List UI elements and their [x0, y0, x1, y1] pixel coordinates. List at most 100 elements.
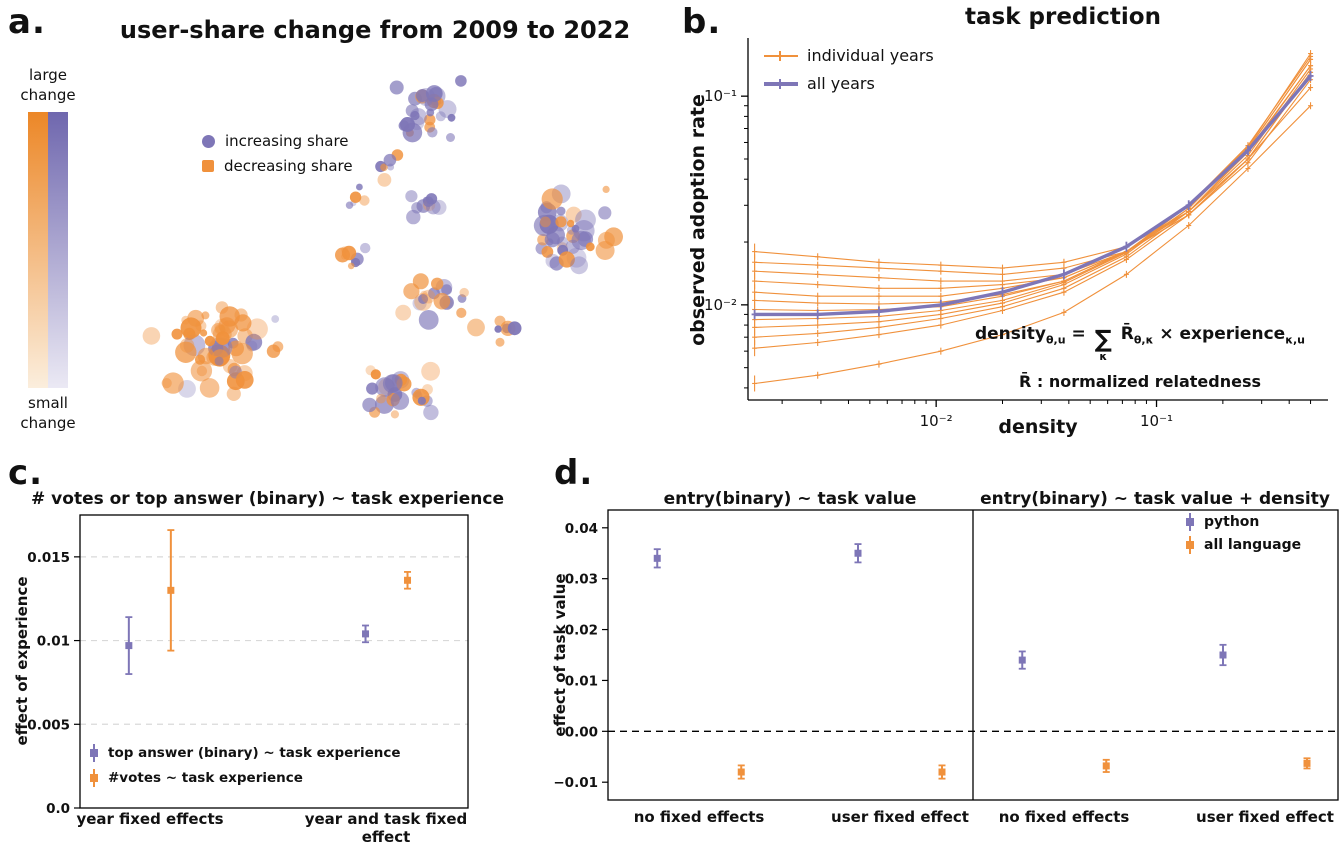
bubble [422, 384, 433, 395]
bubble [142, 327, 161, 345]
x-tick-label: 10⁻² [920, 412, 953, 430]
bubble [385, 374, 403, 392]
bubble [447, 113, 456, 122]
legend-label: python [1204, 514, 1260, 530]
y-tick-label: −0.01 [553, 775, 598, 791]
bubble [565, 206, 582, 223]
bubble [200, 329, 208, 337]
data-point [125, 642, 133, 650]
legend-label: individual years [807, 46, 934, 65]
bubble [418, 310, 439, 330]
bubble [380, 163, 388, 172]
bubble [359, 195, 370, 206]
bubble [467, 318, 485, 337]
bubble [431, 277, 444, 290]
bubble [370, 369, 381, 380]
bubble [424, 114, 436, 126]
bubble [335, 247, 350, 263]
bubble [415, 89, 429, 102]
minor-ticks [744, 105, 1312, 404]
panel-d-left-title: entry(binary) ~ task value [663, 489, 917, 509]
bubble [405, 190, 418, 203]
bubble [349, 191, 362, 203]
bubble [201, 311, 210, 320]
bubble [585, 242, 595, 252]
bubble [403, 283, 420, 300]
bubble [427, 127, 438, 138]
bubble [421, 289, 436, 304]
formula-line: densityθ,u = ∑ κ R̄θ,κ × experienceκ,u [974, 324, 1306, 363]
xtick-year-fixed-effects: year fixed effects [76, 810, 224, 828]
bubble [573, 220, 595, 242]
bubble [545, 253, 560, 269]
bubble [231, 342, 253, 365]
bubble [389, 80, 404, 95]
bubble [571, 224, 580, 233]
bubble [390, 391, 410, 410]
bubble [162, 372, 184, 394]
legend-item-individual-years: individual years [764, 46, 934, 65]
bubble [565, 239, 580, 254]
bubble [214, 324, 225, 335]
bubble [377, 173, 392, 187]
bubble [446, 133, 455, 142]
bubble [556, 236, 568, 248]
bubble [541, 246, 554, 258]
all-language-marker-icon [1186, 536, 1194, 554]
legend-item-decreasing-share: decreasing share [202, 157, 353, 175]
bubble [215, 331, 230, 345]
panel-a-legend: increasing share decreasing share [202, 132, 353, 182]
y-tick-label: 0.005 [27, 717, 70, 733]
bubble [541, 188, 563, 210]
panel-c-legend: top answer (binary) ~ task experience #v… [90, 744, 401, 795]
bubble [204, 335, 216, 347]
colorbar-top-label: large change [20, 66, 76, 104]
bubble [459, 287, 469, 298]
bubble [425, 85, 443, 102]
bubble [495, 337, 505, 347]
bubble [197, 347, 215, 365]
bubble [362, 397, 377, 413]
legend-label: increasing share [225, 132, 349, 150]
bubble [441, 284, 452, 296]
task-value-errorbar-canvas: 0.04 0.03 0.02 0.01 0.00 −0.01 [553, 509, 1339, 801]
panel-c: c. # votes or top answer (binary) ~ task… [0, 450, 535, 842]
data-point [938, 768, 946, 776]
bubble [558, 251, 575, 268]
panel-a: a. user-share change from 2009 to 2022 l… [0, 0, 670, 450]
bubble [556, 206, 566, 216]
bubble [418, 294, 429, 304]
bubble [365, 365, 376, 376]
y-tick-label: 0.01 [37, 634, 70, 650]
bubble [214, 356, 224, 366]
bubble [356, 183, 363, 191]
bubble [406, 209, 421, 225]
decreasing-share-marker-icon [202, 160, 214, 172]
panel-d-letter: d. [554, 453, 594, 493]
data-point [167, 586, 175, 594]
data-point [854, 549, 862, 557]
density-formula: densityθ,u = ∑ κ R̄θ,κ × experienceκ,u R̄… [930, 324, 1343, 391]
summation-icon: ∑ κ [1094, 325, 1112, 363]
bubble [433, 292, 451, 310]
bubble [555, 216, 567, 228]
y-tick-label: 0.0 [46, 801, 70, 817]
data-point [1219, 651, 1227, 659]
bubble [435, 111, 446, 122]
legend-item-top-answer: top answer (binary) ~ task experience [90, 744, 401, 762]
xtick-no-fixed-effects-left: no fixed effects [633, 808, 765, 826]
bubble [186, 330, 196, 340]
bubble [360, 242, 371, 254]
bubble [598, 206, 612, 220]
y-tick-label: 0.04 [565, 521, 598, 537]
panel-b-xlabel: density [998, 416, 1078, 438]
bubble [180, 317, 202, 339]
xtick-year-and-task-fixed-effect: year and task fixed effect [304, 810, 468, 842]
legend-item-all-years: all years [764, 74, 934, 93]
top-answer-marker-icon [90, 744, 98, 762]
data-point [362, 630, 370, 638]
bubble [494, 325, 502, 333]
series-1 [167, 529, 412, 652]
data-point [1303, 759, 1311, 767]
